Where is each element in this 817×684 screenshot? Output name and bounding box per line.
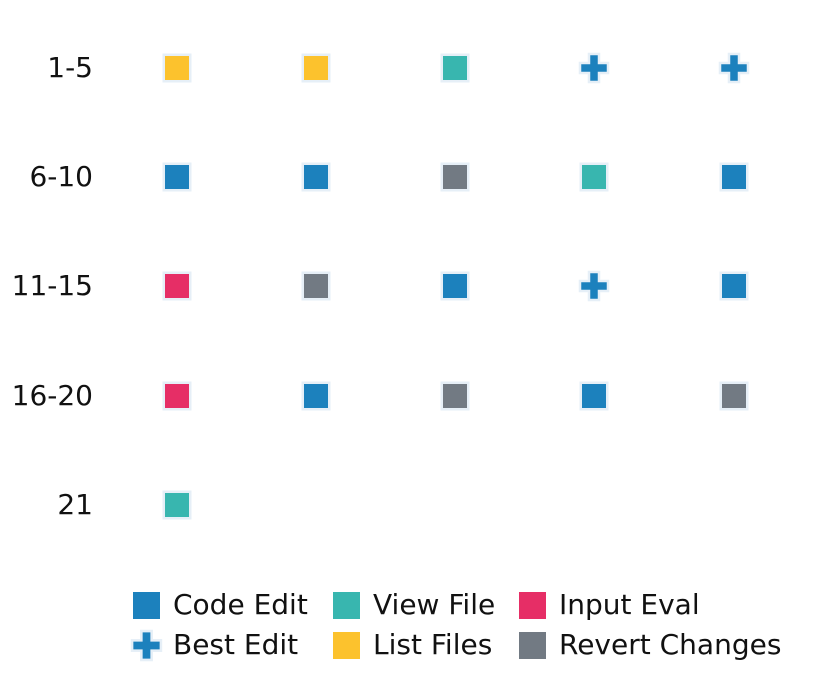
marker-revert-changes — [443, 164, 468, 189]
marker-revert-changes — [721, 383, 746, 408]
legend-item-list-files: List Files — [333, 625, 519, 665]
legend-item-input-eval: Input Eval — [519, 585, 781, 625]
marker-row: 16-20 — [0, 341, 803, 450]
marker-code-edit — [582, 383, 607, 408]
marker-cell — [107, 55, 246, 80]
legend-label: List Files — [373, 628, 493, 661]
marker-grid: 1-5 6-10 11-15 16-20 21 — [0, 13, 803, 559]
row-label: 11-15 — [11, 269, 93, 303]
marker-cell — [386, 55, 525, 80]
legend-label: Best Edit — [173, 628, 299, 661]
row-label: 16-20 — [11, 378, 93, 412]
marker-cell — [107, 274, 246, 299]
marker-cell — [525, 270, 664, 302]
marker-input-eval — [164, 274, 189, 299]
marker-cell — [246, 164, 385, 189]
marker-code-edit — [303, 164, 328, 189]
legend-label: Code Edit — [173, 588, 308, 621]
marker-cell — [525, 52, 664, 84]
marker-view-file — [582, 164, 607, 189]
plus-marker-icon — [130, 629, 163, 661]
legend-swatch-view-file — [333, 591, 360, 619]
marker-row: 21 — [0, 450, 803, 559]
marker-cell — [246, 55, 385, 80]
legend-item-code-edit: Code Edit — [133, 585, 333, 625]
marker-cell — [664, 52, 803, 84]
plus-marker-icon — [718, 52, 749, 83]
marker-code-edit — [721, 164, 746, 189]
marker-cell — [525, 383, 664, 408]
marker-input-eval — [164, 383, 189, 408]
marker-revert-changes — [443, 383, 468, 408]
marker-cell — [664, 164, 803, 189]
plus-marker-icon — [579, 52, 610, 83]
row-label: 21 — [57, 487, 93, 521]
legend-swatch-list-files — [333, 631, 360, 659]
row-label: 1-5 — [47, 50, 93, 84]
marker-code-edit — [721, 274, 746, 299]
marker-code-edit — [443, 274, 468, 299]
legend-item-revert-changes: Revert Changes — [519, 625, 781, 665]
marker-cell — [664, 383, 803, 408]
marker-list-files — [164, 55, 189, 80]
legend-item-best-edit: Best Edit — [130, 625, 333, 665]
marker-view-file — [164, 492, 189, 517]
legend-label: Input Eval — [559, 588, 700, 621]
marker-cell — [246, 274, 385, 299]
marker-row: 11-15 — [0, 232, 803, 341]
marker-cell — [246, 383, 385, 408]
marker-cell — [386, 164, 525, 189]
marker-cell — [107, 383, 246, 408]
legend-swatch-code-edit — [133, 591, 160, 619]
legend-label: View File — [373, 588, 496, 621]
marker-cell — [664, 274, 803, 299]
legend-swatch-input-eval — [519, 591, 546, 619]
marker-cell — [386, 383, 525, 408]
legend-swatch-revert-changes — [519, 631, 546, 659]
marker-cell — [386, 274, 525, 299]
marker-list-files — [303, 55, 328, 80]
legend: Code Edit View File Input Eval Best Edit Lis… — [130, 585, 781, 665]
plus-marker-icon — [579, 270, 610, 302]
marker-cell — [107, 492, 246, 517]
marker-row: 6-10 — [0, 122, 803, 231]
marker-row: 1-5 — [0, 13, 803, 122]
marker-view-file — [443, 55, 468, 80]
marker-cell — [525, 164, 664, 189]
marker-revert-changes — [303, 274, 328, 299]
marker-code-edit — [303, 383, 328, 408]
marker-code-edit — [164, 164, 189, 189]
legend-item-view-file: View File — [333, 585, 519, 625]
legend-label: Revert Changes — [559, 628, 782, 661]
marker-cell — [107, 164, 246, 189]
row-label: 6-10 — [29, 159, 93, 193]
